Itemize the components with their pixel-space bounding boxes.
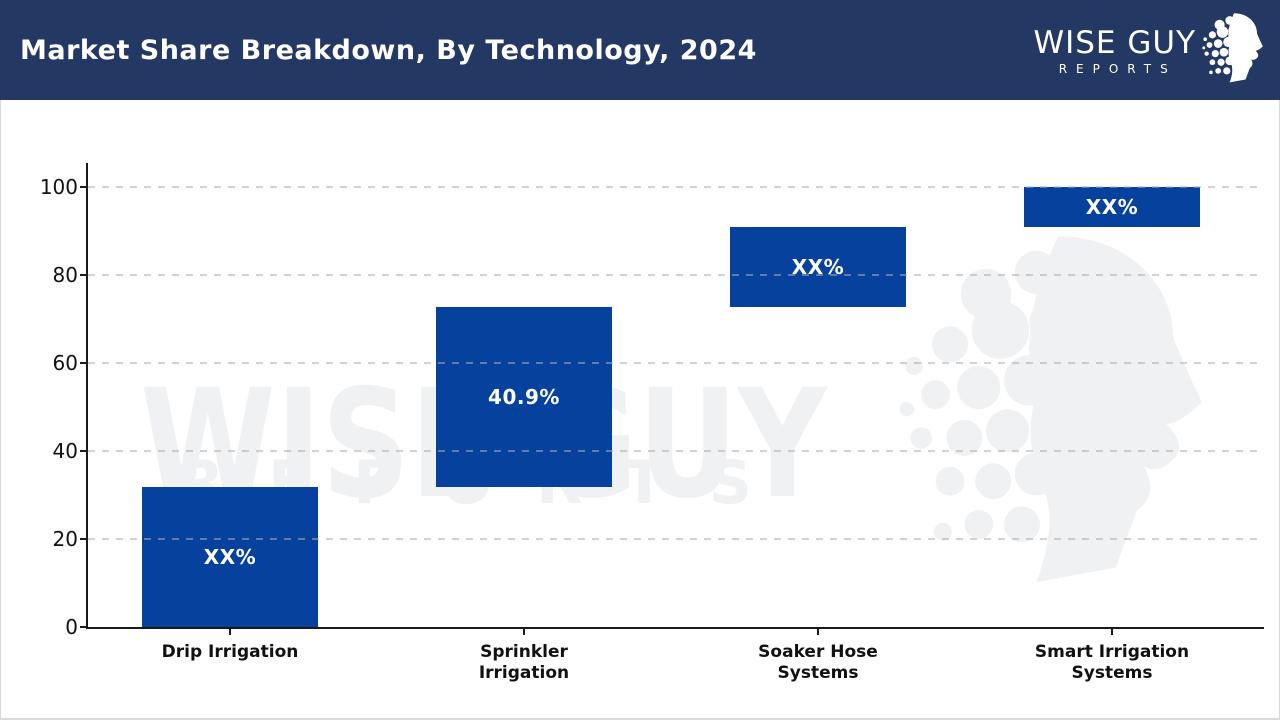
header-band: Market Share Breakdown, By Technology, 2… bbox=[0, 0, 1280, 100]
y-tick-label: 0 bbox=[65, 615, 78, 639]
gridline bbox=[88, 274, 1264, 276]
y-tick-label: 80 bbox=[52, 263, 78, 287]
gridline bbox=[88, 186, 1264, 188]
y-tick bbox=[80, 450, 88, 452]
y-tick bbox=[80, 362, 88, 364]
bar-segment: XX% bbox=[1024, 187, 1200, 227]
bar-value-label: 40.9% bbox=[488, 385, 560, 410]
x-tick-label: Soaker Hose Systems bbox=[758, 642, 878, 683]
bar-segment: 40.9% bbox=[436, 307, 612, 488]
page-border-left bbox=[0, 100, 1, 720]
dotted-head-icon bbox=[1202, 13, 1263, 83]
gridline bbox=[88, 362, 1264, 364]
brand-subtitle: REPORTS bbox=[1058, 61, 1177, 76]
y-tick bbox=[80, 274, 88, 276]
x-tick bbox=[229, 627, 231, 635]
y-tick-label: 100 bbox=[39, 175, 78, 199]
x-tick-label: Drip Irrigation bbox=[161, 642, 299, 662]
bar-segment: XX% bbox=[730, 227, 906, 308]
brand-logo: WISE GUY REPORTS bbox=[1033, 0, 1270, 100]
chart-title: Market Share Breakdown, By Technology, 2… bbox=[20, 34, 757, 66]
x-axis bbox=[86, 627, 1264, 629]
bar-value-label: XX% bbox=[203, 545, 257, 570]
gridline bbox=[88, 450, 1264, 452]
y-tick-label: 20 bbox=[52, 527, 78, 551]
bar-value-label: XX% bbox=[1085, 195, 1139, 219]
x-tick bbox=[817, 627, 819, 635]
brand-name: WISE GUY bbox=[1033, 24, 1196, 61]
x-tick-label: Sprinkler Irrigation bbox=[478, 642, 570, 683]
page-border-bottom bbox=[0, 718, 1280, 720]
bar-segment: XX% bbox=[142, 487, 318, 627]
y-tick-label: 60 bbox=[52, 351, 78, 375]
x-tick-label: Smart Irrigation Systems bbox=[1034, 642, 1190, 683]
y-axis bbox=[86, 163, 88, 629]
y-tick bbox=[80, 538, 88, 540]
y-tick bbox=[80, 186, 88, 188]
gridline bbox=[88, 538, 1264, 540]
x-tick bbox=[1111, 627, 1113, 635]
waterfall-chart: XX% Drip Irrigation 40.9% Sprinkler Irrigat… bbox=[0, 100, 1280, 720]
brand-logo-text: WISE GUY REPORTS bbox=[1033, 25, 1196, 76]
x-tick bbox=[523, 627, 525, 635]
y-tick-label: 40 bbox=[52, 439, 78, 463]
y-tick bbox=[80, 626, 88, 628]
